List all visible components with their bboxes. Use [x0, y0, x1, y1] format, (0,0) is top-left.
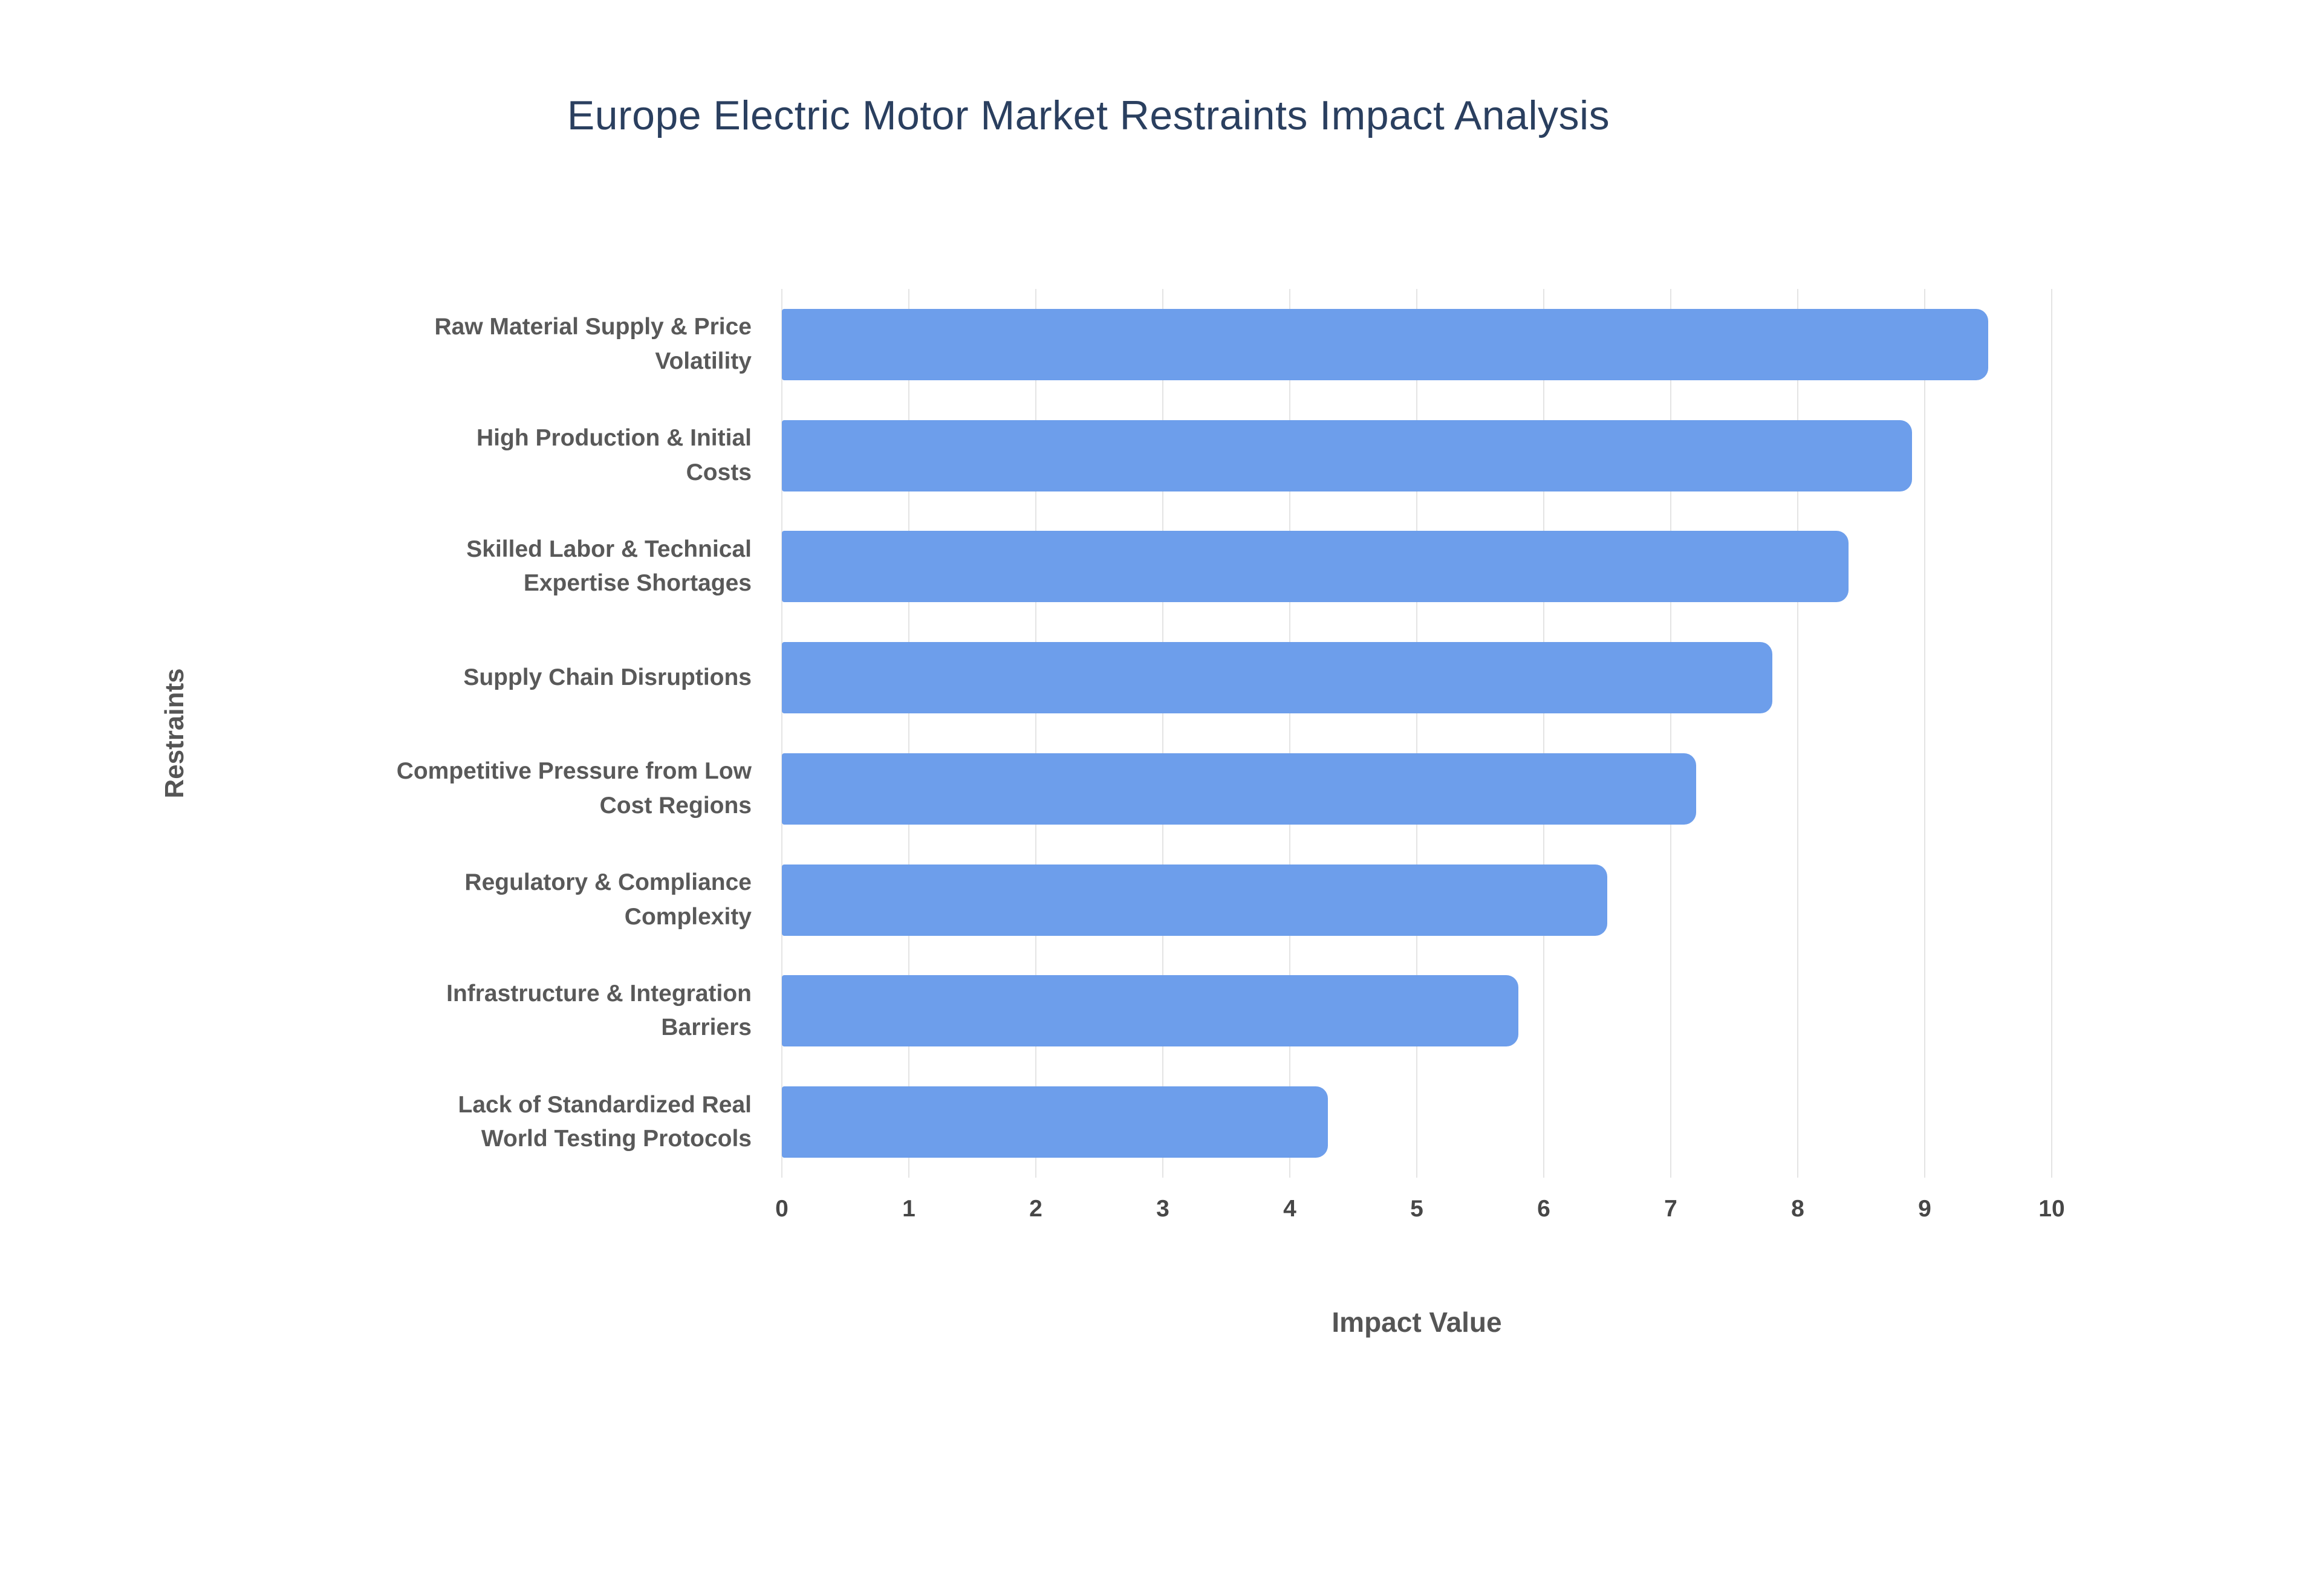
bar[interactable]	[782, 975, 1518, 1047]
category-labels: Raw Material Supply & Price Volatility Hi…	[206, 289, 752, 1178]
x-tick-label: 10	[2038, 1196, 2065, 1222]
bar-band	[782, 733, 2052, 845]
x-tick-label: 2	[1029, 1196, 1042, 1222]
category-label-band: Infrastructure & Integration Barriers	[206, 956, 752, 1067]
category-label: Regulatory & Compliance Complexity	[464, 869, 752, 930]
category-label: Skilled Labor & Technical Expertise Shor…	[466, 536, 752, 597]
x-tick-label: 0	[775, 1196, 789, 1222]
gridline	[1924, 289, 1925, 1178]
x-tick-label: 1	[902, 1196, 915, 1222]
category-label-band: Supply Chain Disruptions	[206, 622, 752, 733]
gridline	[2051, 289, 2052, 1178]
gridline	[1035, 289, 1036, 1178]
x-tick-label: 6	[1537, 1196, 1550, 1222]
x-tick-label: 8	[1791, 1196, 1804, 1222]
gridline	[1543, 289, 1544, 1178]
bar-band	[782, 1066, 2052, 1178]
gridline	[1797, 289, 1798, 1178]
category-label: Competitive Pressure from Low Cost Regio…	[396, 758, 752, 819]
bar[interactable]	[782, 308, 1988, 380]
category-label-band: High Production & Initial Costs	[206, 400, 752, 511]
bar[interactable]	[782, 864, 1607, 936]
gridline	[1670, 289, 1671, 1178]
gridline	[1289, 289, 1290, 1178]
gridline	[908, 289, 909, 1178]
plot-area	[781, 289, 2052, 1178]
bar-band	[782, 511, 2052, 623]
chart-title: Europe Electric Motor Market Restraints …	[567, 92, 1610, 138]
x-tick-label: 3	[1156, 1196, 1169, 1222]
category-label: High Production & Initial Costs	[476, 425, 752, 485]
bar[interactable]	[782, 531, 1849, 603]
category-label: Infrastructure & Integration Barriers	[446, 980, 752, 1041]
gridline	[1162, 289, 1163, 1178]
category-label-band: Raw Material Supply & Price Volatility	[206, 289, 752, 400]
x-tick-label: 4	[1283, 1196, 1296, 1222]
category-label: Supply Chain Disruptions	[463, 664, 752, 690]
x-tick-labels: 0 1 2 3 4 5 6 7 8 9 10	[775, 1196, 2065, 1232]
x-tick-label: 9	[1918, 1196, 1931, 1222]
x-axis-title: Impact Value	[1332, 1306, 1502, 1338]
gridline	[1416, 289, 1417, 1178]
bar[interactable]	[782, 1086, 1328, 1158]
bar-band	[782, 400, 2052, 511]
category-label-band: Lack of Standardized Real World Testing …	[206, 1066, 752, 1178]
gridline	[781, 289, 782, 1178]
bar[interactable]	[782, 420, 1912, 491]
bar-band	[782, 956, 2052, 1067]
category-label: Lack of Standardized Real World Testing …	[458, 1091, 752, 1152]
bar[interactable]	[782, 642, 1772, 714]
category-label: Raw Material Supply & Price Volatility	[434, 314, 752, 374]
category-label-band: Regulatory & Compliance Complexity	[206, 845, 752, 956]
x-tick-label: 5	[1410, 1196, 1423, 1222]
x-tick-label: 7	[1664, 1196, 1677, 1222]
bar-band	[782, 845, 2052, 956]
y-axis-title: Restraints	[160, 668, 189, 799]
category-label-band: Competitive Pressure from Low Cost Regio…	[206, 733, 752, 845]
bars	[782, 289, 2052, 1178]
bar[interactable]	[782, 753, 1696, 825]
category-label-band: Skilled Labor & Technical Expertise Shor…	[206, 511, 752, 623]
bar-band	[782, 622, 2052, 733]
gridlines	[781, 289, 2052, 1178]
bar-band	[782, 289, 2052, 400]
